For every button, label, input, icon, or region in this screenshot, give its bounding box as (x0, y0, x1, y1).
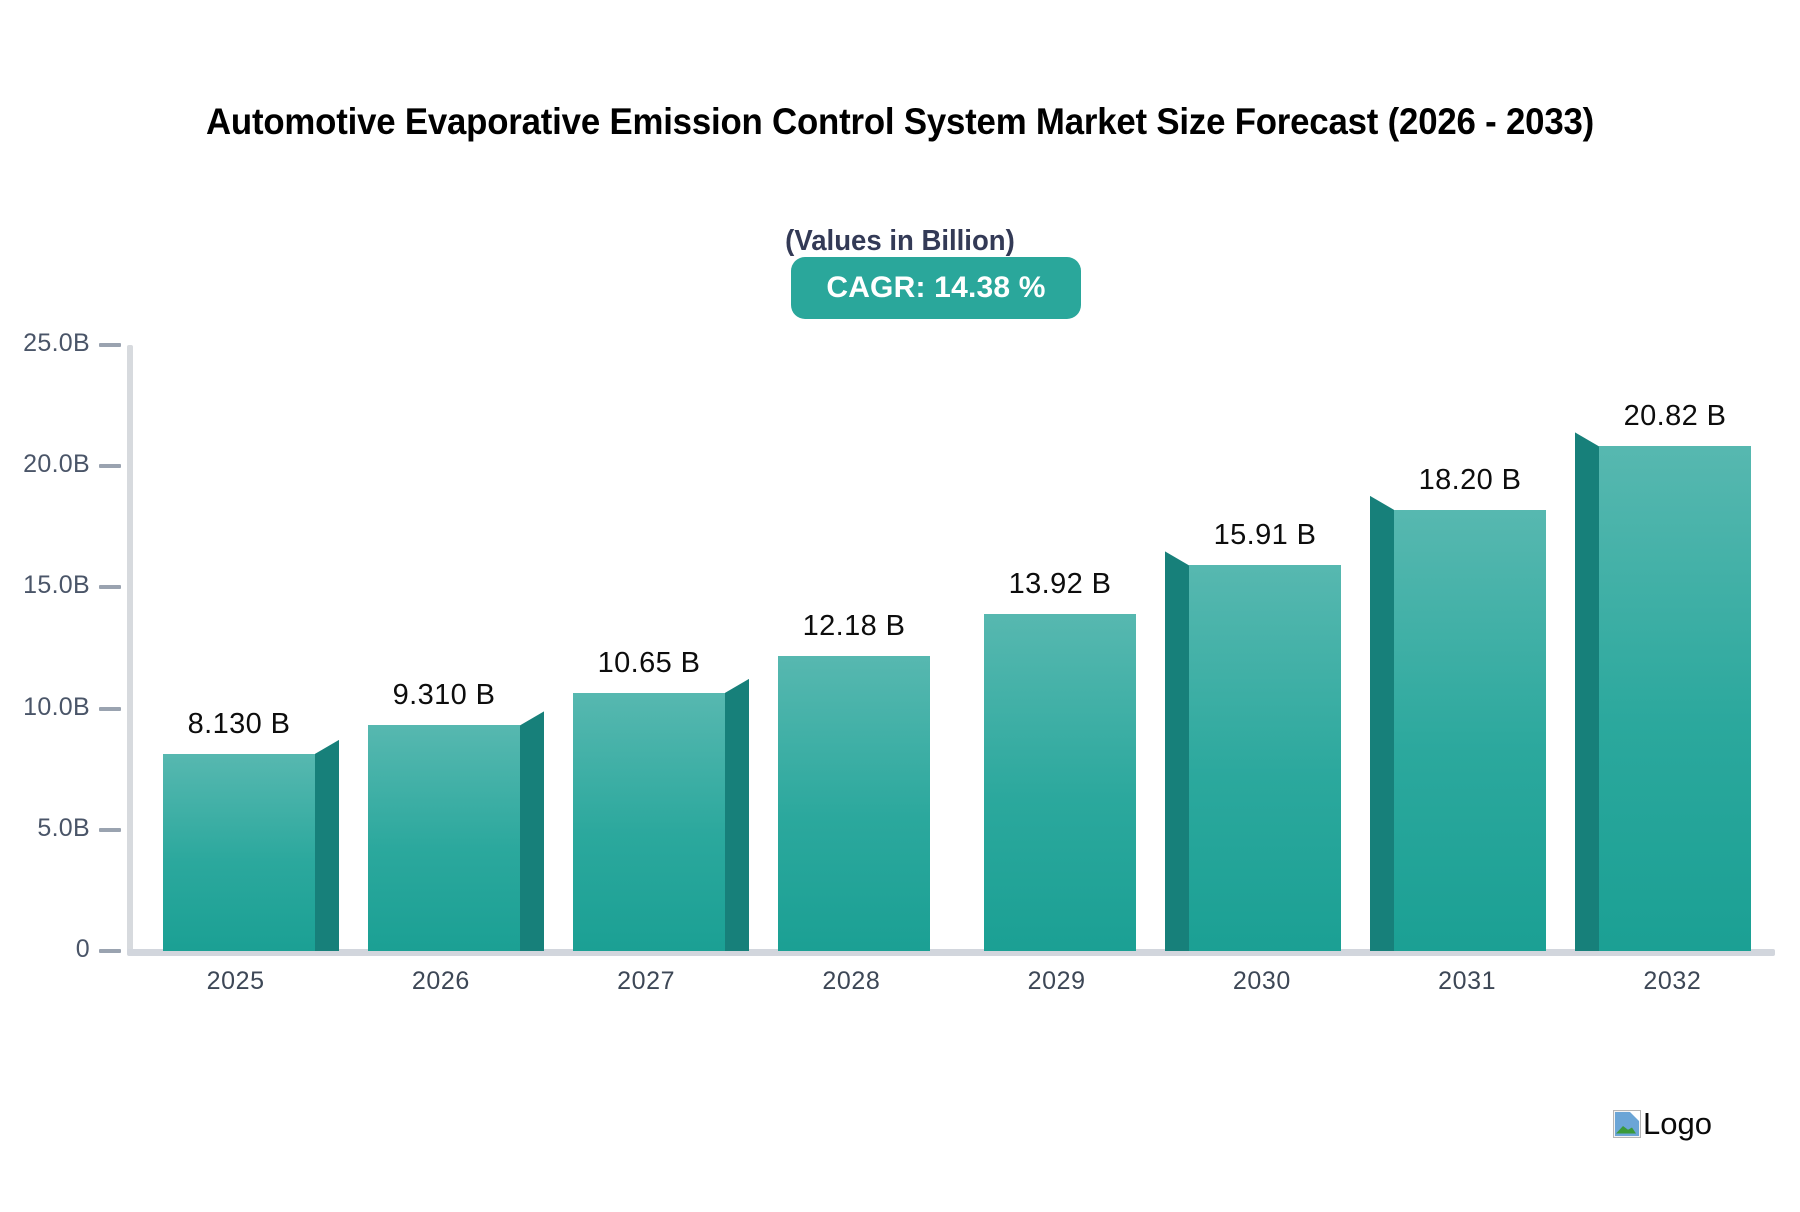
bar-2028[interactable]: 12.18 B (778, 610, 930, 951)
y-axis-tick-label: 15.0B (23, 571, 90, 600)
cagr-badge-label: CAGR: 14.38 % (826, 271, 1046, 304)
chart-subtitle: (Values in Billion) (785, 225, 1015, 257)
broken-image-icon (1613, 1109, 1641, 1138)
bar-value-label: 15.91 B (1213, 519, 1317, 552)
y-axis-tick-label: 20.0B (23, 450, 90, 479)
x-axis-tick-label: 2025 (206, 967, 265, 995)
bar-value-label: 18.20 B (1418, 463, 1522, 496)
bar-front-face (778, 655, 930, 951)
bar-front-face (1394, 509, 1546, 951)
y-axis-tick-mark (99, 343, 121, 347)
y-axis-tick-label: 10.0B (23, 692, 90, 721)
cagr-badge: CAGR: 14.38 % (791, 257, 1081, 319)
bar-value-label: 8.130 B (187, 707, 291, 740)
bar-value-label: 13.92 B (1008, 567, 1112, 600)
x-axis-tick-label: 2032 (1643, 967, 1702, 995)
x-axis-tick-label: 2027 (617, 967, 676, 995)
bar-2029[interactable]: 13.92 B (984, 568, 1136, 951)
y-axis-line (127, 345, 133, 953)
x-axis-line (127, 949, 1775, 956)
x-axis-tick-label: 2026 (411, 967, 470, 995)
bar-side-face (1165, 551, 1189, 951)
y-axis-tick-mark (99, 464, 121, 469)
bar-2025[interactable]: 8.130 B (163, 708, 339, 951)
bar-side-face (1370, 495, 1394, 951)
bar-front-face (368, 725, 520, 951)
y-axis-tick-mark (99, 827, 121, 832)
x-axis-tick-label: 2031 (1438, 967, 1497, 995)
y-axis-tick-mark (99, 585, 121, 590)
bar-2032[interactable]: 20.82 B (1575, 400, 1751, 951)
bar-side-face (315, 739, 339, 951)
bar-side-face (725, 678, 749, 951)
x-axis-tick-label: 2028 (822, 967, 881, 995)
bar-front-face (1189, 565, 1341, 951)
x-axis-tick-label: 2030 (1232, 967, 1291, 995)
bar-front-face (1599, 446, 1751, 951)
bar-value-label: 12.18 B (802, 609, 906, 642)
y-axis-tick-mark (99, 706, 121, 711)
bar-front-face (984, 613, 1136, 951)
bar-2026[interactable]: 9.310 B (368, 679, 544, 951)
bar-value-label: 10.65 B (597, 646, 701, 679)
bar-value-label: 9.310 B (392, 679, 496, 712)
bar-2030[interactable]: 15.91 B (1165, 519, 1341, 951)
bar-side-face (1575, 432, 1599, 951)
page-title: Automotive Evaporative Emission Control … (205, 101, 1595, 142)
bar-front-face (573, 692, 725, 951)
bar-side-face (520, 711, 544, 951)
y-axis-tick-label: 0 (75, 935, 90, 963)
logo-alt-text: Logo (1643, 1106, 1712, 1141)
bar-front-face (163, 753, 315, 951)
y-axis-tick-label: 25.0B (23, 329, 90, 357)
y-axis-tick-mark (99, 949, 121, 953)
logo-placeholder: Logo (1613, 1108, 1712, 1139)
bar-2031[interactable]: 18.20 B (1370, 464, 1546, 951)
bar-value-label: 20.82 B (1623, 400, 1727, 433)
bar-2027[interactable]: 10.65 B (573, 647, 749, 951)
x-axis-tick-label: 2029 (1027, 967, 1086, 995)
y-axis-tick-label: 5.0B (37, 813, 90, 842)
